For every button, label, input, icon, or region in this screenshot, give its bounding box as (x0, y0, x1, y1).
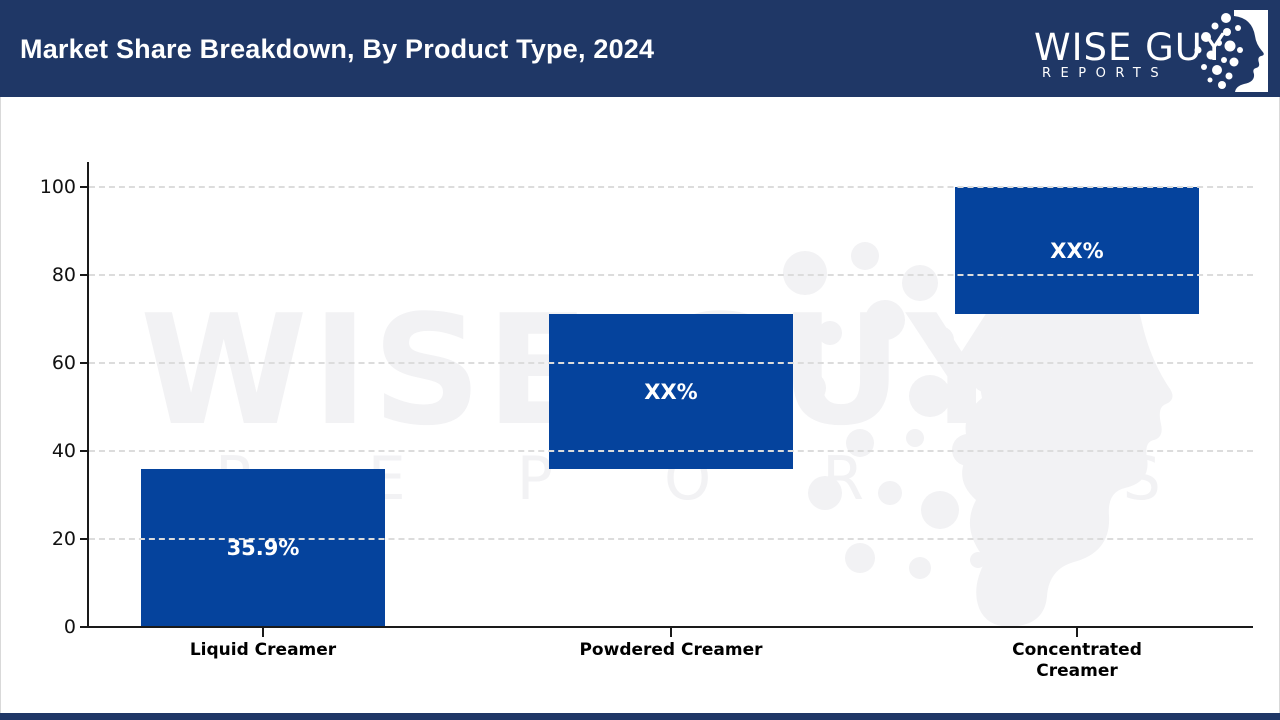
header: Market Share Breakdown, By Product Type,… (0, 0, 1280, 97)
footer-bar (0, 713, 1280, 720)
y-tick-label: 0 (63, 616, 76, 638)
bar-segment (955, 187, 1199, 315)
y-tick-label: 60 (51, 352, 76, 374)
logo: WISE GUY REPORTS (1012, 8, 1268, 92)
x-tick-mark (670, 628, 672, 637)
y-tick-label: 20 (51, 528, 76, 550)
watermark-face-icon (783, 242, 1173, 627)
y-tick-label: 40 (51, 440, 76, 462)
bar-segment (549, 314, 793, 470)
x-tick-mark (1076, 628, 1078, 637)
x-axis (87, 626, 1253, 628)
bar-value-label: 35.9% (226, 536, 300, 561)
gridline (89, 450, 1253, 452)
category-label: Powdered Creamer (579, 640, 763, 660)
bar-value-label: XX% (644, 379, 698, 404)
x-tick-mark (262, 628, 264, 637)
logo-wordmark: WISE GUY (1034, 26, 1227, 69)
y-tick-mark (80, 626, 89, 628)
bar-value-label: XX% (1050, 238, 1104, 263)
y-axis (87, 162, 89, 628)
left-border (0, 0, 1, 720)
y-tick-mark (80, 274, 89, 276)
gridline (89, 274, 1253, 276)
y-tick-label: 80 (51, 264, 76, 286)
page-title: Market Share Breakdown, By Product Type,… (20, 34, 655, 64)
y-tick-mark (80, 450, 89, 452)
category-label: Concentrated Creamer (1012, 640, 1142, 681)
logo-subtext: REPORTS (1042, 66, 1169, 81)
y-tick-mark (80, 186, 89, 188)
y-tick-mark (80, 538, 89, 540)
y-tick-mark (80, 362, 89, 364)
logo-face-icon (1194, 10, 1268, 92)
category-label: Liquid Creamer (189, 640, 337, 660)
gridline (89, 186, 1253, 188)
gridline (89, 362, 1253, 364)
y-tick-label: 100 (39, 176, 76, 198)
gridline (89, 538, 1253, 540)
bar-segment (141, 469, 385, 627)
